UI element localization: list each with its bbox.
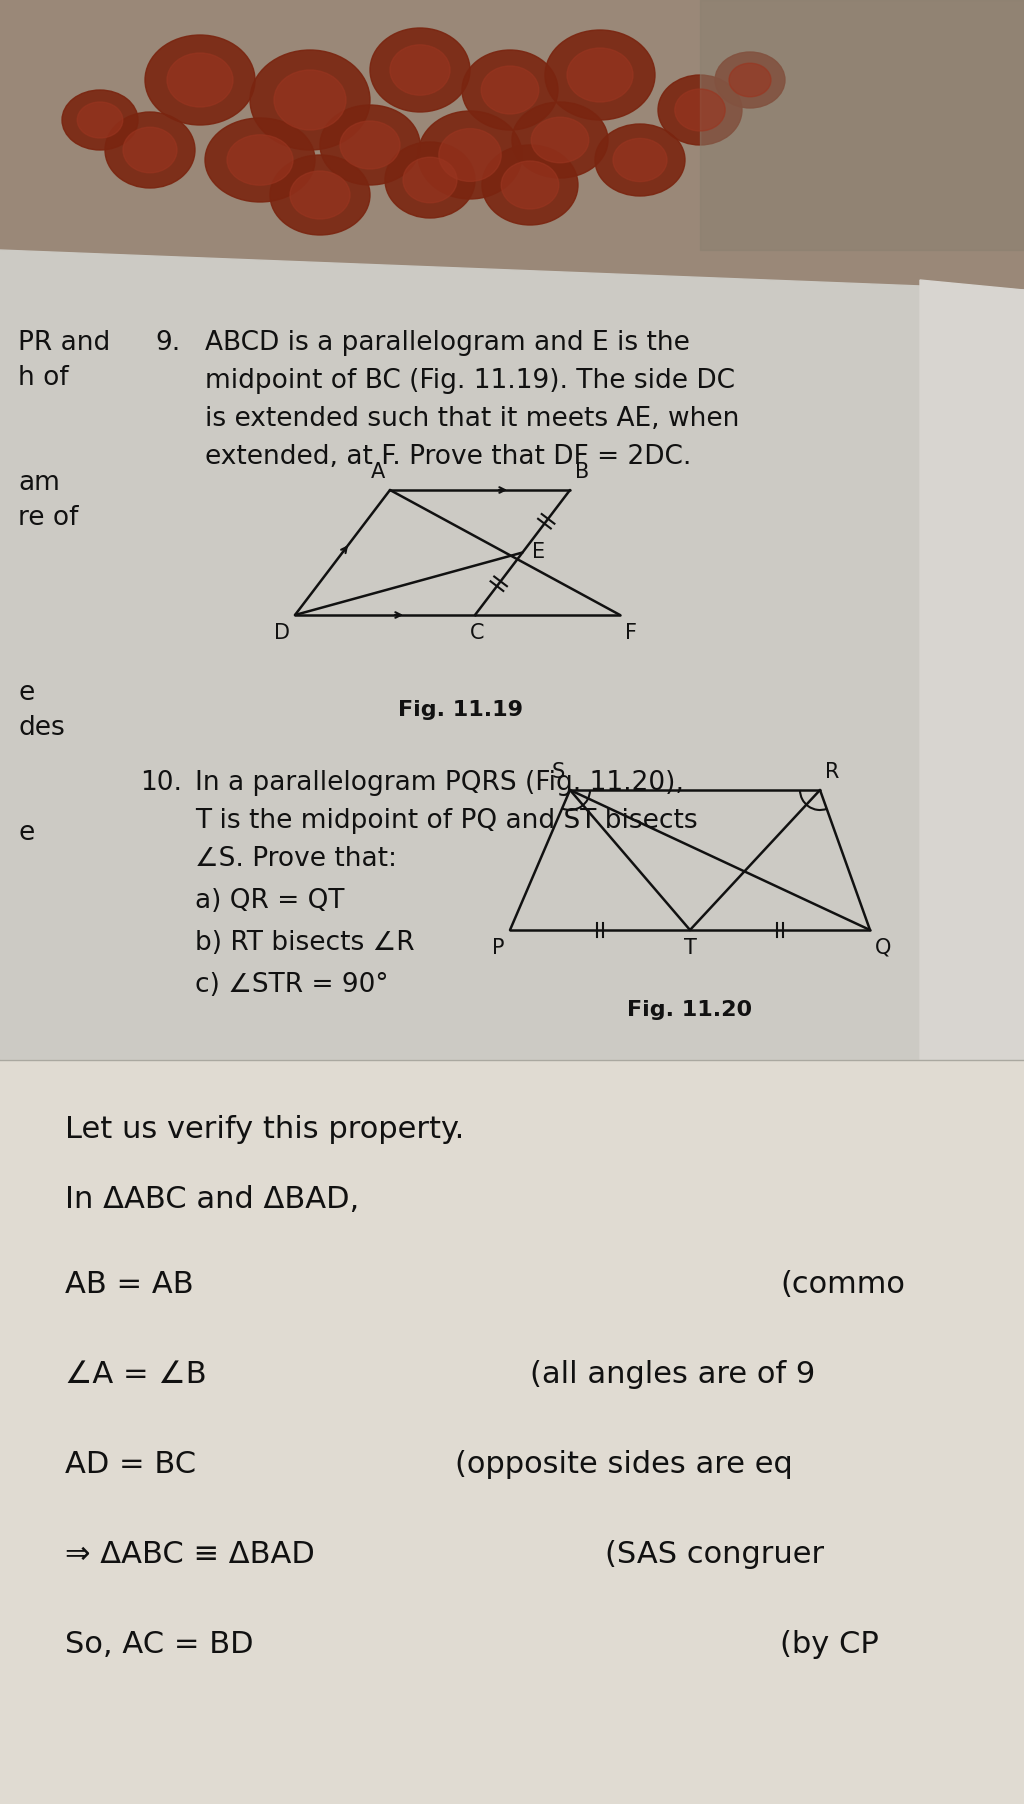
Text: 9.: 9. [155, 330, 180, 355]
Text: PR and: PR and [18, 330, 111, 355]
Text: R: R [825, 761, 840, 781]
Text: (opposite sides are eq: (opposite sides are eq [455, 1450, 793, 1479]
Text: In a parallelogram PQRS (Fig. 11.20),: In a parallelogram PQRS (Fig. 11.20), [195, 770, 684, 796]
Ellipse shape [227, 135, 293, 186]
Text: T: T [684, 938, 696, 958]
Text: AD = BC: AD = BC [65, 1450, 197, 1479]
Ellipse shape [675, 88, 725, 132]
Ellipse shape [545, 31, 655, 121]
Text: Fig. 11.20: Fig. 11.20 [628, 999, 753, 1019]
Ellipse shape [531, 117, 589, 162]
Text: ⇒ ΔABC ≡ ΔBAD: ⇒ ΔABC ≡ ΔBAD [65, 1541, 314, 1569]
Ellipse shape [145, 34, 255, 124]
Ellipse shape [658, 76, 742, 144]
Text: A: A [371, 462, 385, 482]
Text: (commo: (commo [780, 1270, 905, 1299]
Ellipse shape [105, 112, 195, 188]
Text: am: am [18, 471, 59, 496]
Bar [0, 1061, 1024, 1804]
Text: Q: Q [874, 938, 891, 958]
Ellipse shape [62, 90, 138, 150]
Ellipse shape [613, 139, 667, 182]
Ellipse shape [290, 171, 350, 218]
Ellipse shape [481, 67, 539, 114]
Text: ∠A = ∠B: ∠A = ∠B [65, 1360, 207, 1389]
Ellipse shape [567, 49, 633, 103]
Text: h of: h of [18, 364, 69, 391]
Ellipse shape [205, 117, 315, 202]
Ellipse shape [77, 103, 123, 137]
Ellipse shape [715, 52, 785, 108]
Ellipse shape [501, 161, 559, 209]
Ellipse shape [167, 52, 233, 106]
Text: S: S [552, 761, 565, 781]
Ellipse shape [270, 155, 370, 235]
Text: e: e [18, 680, 34, 705]
Ellipse shape [418, 112, 522, 198]
Ellipse shape [123, 128, 177, 173]
Text: (all angles are of 9: (all angles are of 9 [530, 1360, 815, 1389]
Text: (by CP: (by CP [780, 1631, 879, 1660]
Text: extended, at F. Prove that DF = 2DC.: extended, at F. Prove that DF = 2DC. [205, 444, 691, 471]
Text: ∠S. Prove that:: ∠S. Prove that: [195, 846, 397, 871]
Text: des: des [18, 714, 65, 741]
Text: (SAS congruer: (SAS congruer [605, 1541, 824, 1569]
Ellipse shape [370, 29, 470, 112]
Polygon shape [920, 280, 1024, 1061]
Text: In ΔABC and ΔBAD,: In ΔABC and ΔBAD, [65, 1185, 359, 1214]
Ellipse shape [274, 70, 346, 130]
Bar [0, 0, 1024, 299]
Text: So, AC = BD: So, AC = BD [65, 1631, 254, 1660]
Ellipse shape [512, 103, 608, 179]
Text: c) ∠STR = 90°: c) ∠STR = 90° [195, 972, 388, 998]
Text: B: B [575, 462, 589, 482]
Text: midpoint of BC (Fig. 11.19). The side DC: midpoint of BC (Fig. 11.19). The side DC [205, 368, 735, 393]
Ellipse shape [729, 63, 771, 97]
Ellipse shape [250, 51, 370, 150]
Ellipse shape [462, 51, 558, 130]
Text: E: E [532, 543, 546, 563]
Text: 10.: 10. [140, 770, 182, 796]
Text: F: F [625, 622, 637, 642]
Ellipse shape [390, 45, 450, 96]
Text: ABCD is a parallelogram and E is the: ABCD is a parallelogram and E is the [205, 330, 690, 355]
Ellipse shape [385, 143, 475, 218]
Ellipse shape [439, 128, 501, 182]
Text: AB = AB: AB = AB [65, 1270, 194, 1299]
Text: b) RT bisects ∠R: b) RT bisects ∠R [195, 931, 415, 956]
Text: a) QR = QT: a) QR = QT [195, 888, 344, 915]
Ellipse shape [595, 124, 685, 197]
Text: Let us verify this property.: Let us verify this property. [65, 1115, 464, 1144]
Ellipse shape [403, 157, 457, 202]
Text: Fig. 11.19: Fig. 11.19 [397, 700, 522, 720]
Ellipse shape [482, 144, 578, 226]
Text: is extended such that it meets AE, when: is extended such that it meets AE, when [205, 406, 739, 431]
Text: e: e [18, 821, 34, 846]
Ellipse shape [319, 105, 420, 186]
Text: T is the midpoint of PQ and ST bisects: T is the midpoint of PQ and ST bisects [195, 808, 697, 833]
Ellipse shape [340, 121, 400, 170]
Text: re of: re of [18, 505, 79, 530]
Polygon shape [0, 251, 1024, 1061]
Text: D: D [274, 622, 290, 642]
Text: P: P [493, 938, 505, 958]
Text: C: C [470, 622, 484, 642]
